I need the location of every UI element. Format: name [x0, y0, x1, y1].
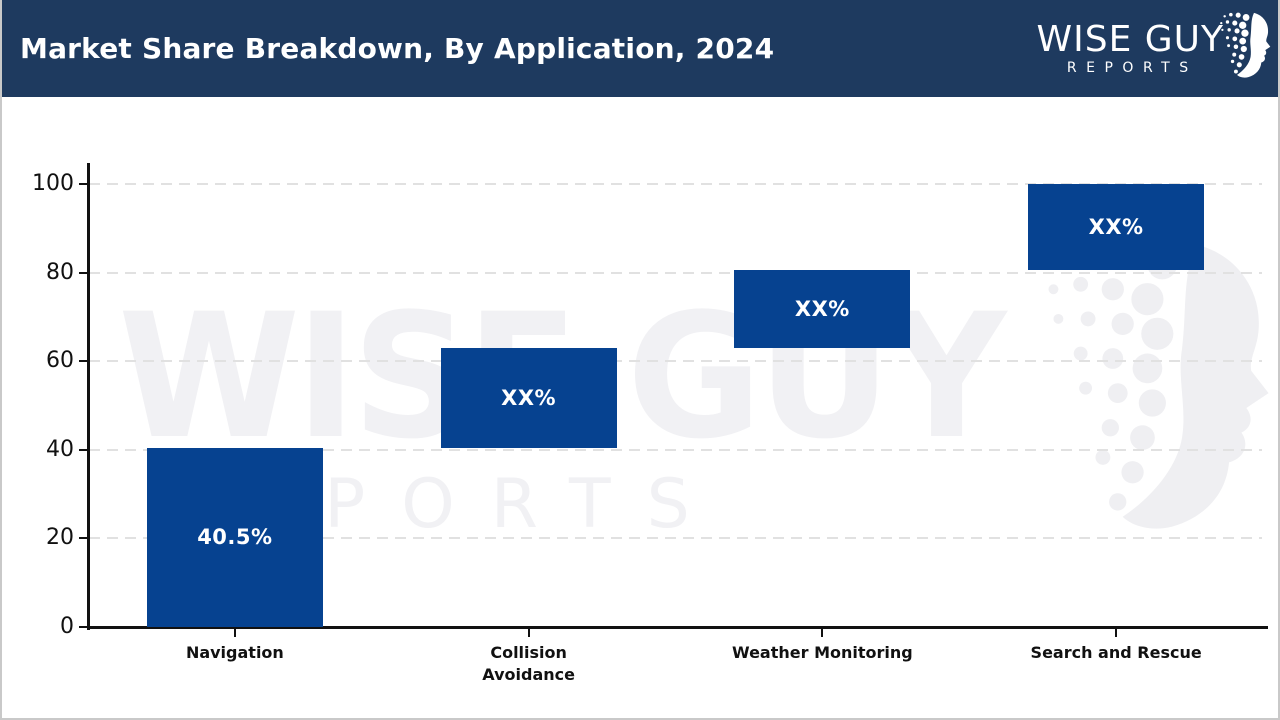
category-label: Weather Monitoring — [732, 643, 913, 662]
bar-value-label: XX% — [501, 385, 557, 410]
y-axis-tick — [79, 271, 88, 274]
chart-bar: XX% — [1028, 184, 1205, 271]
x-axis-tick — [1115, 629, 1118, 637]
x-axis-spine — [87, 626, 1268, 629]
chart-bar: XX% — [734, 270, 911, 348]
y-tick-label: 80 — [46, 259, 74, 285]
y-tick-label: 20 — [46, 525, 74, 551]
gridline — [89, 448, 1262, 451]
y-tick-label: 0 — [60, 614, 74, 639]
plot-region: 0 20 40 60 80 100 40.5% Navigation XX% Collision … — [0, 97, 1280, 720]
x-axis-tick — [233, 629, 236, 637]
chart-area: WISE GUY REPORTS 0 20 40 60 80 100 40.5% Naviga… — [0, 97, 1280, 720]
bar-value-label: XX% — [794, 297, 850, 322]
y-axis-tick — [79, 448, 88, 451]
x-axis-tick — [821, 629, 824, 637]
y-axis-tick — [79, 183, 88, 185]
category-label: Navigation — [185, 643, 284, 662]
page-title: Market Share Breakdown, By Application, … — [20, 32, 775, 65]
x-axis-tick — [527, 629, 530, 637]
y-tick-label: 60 — [46, 348, 74, 374]
y-tick-label: 100 — [32, 171, 74, 196]
brand-logo: WISE GUY REPORTS — [1037, 0, 1273, 97]
dot-head-logo-icon — [1220, 12, 1271, 78]
y-axis-tick — [79, 360, 88, 363]
gridline — [89, 271, 1262, 274]
y-axis-spine — [87, 163, 90, 630]
chart-bar: 40.5% — [146, 447, 323, 627]
category-label: Search and Rescue — [1030, 643, 1202, 662]
brand-name: WISE GUY — [1036, 19, 1224, 60]
chart-bar: XX% — [440, 347, 617, 448]
bar-value-label: XX% — [1088, 215, 1144, 240]
y-tick-label: 40 — [46, 436, 74, 462]
y-axis-tick — [79, 537, 88, 540]
gridline — [89, 537, 1262, 540]
bar-value-label: 40.5% — [197, 525, 273, 550]
category-label: Collision Avoidance — [482, 643, 575, 684]
y-axis-tick — [79, 626, 88, 628]
gridline — [89, 360, 1262, 363]
header-bar: Market Share Breakdown, By Application, … — [0, 0, 1280, 97]
gridline — [89, 183, 1262, 185]
brand-subtitle: REPORTS — [1066, 60, 1198, 76]
brand-wordmark: WISE GUY REPORTS — [1036, 19, 1225, 76]
